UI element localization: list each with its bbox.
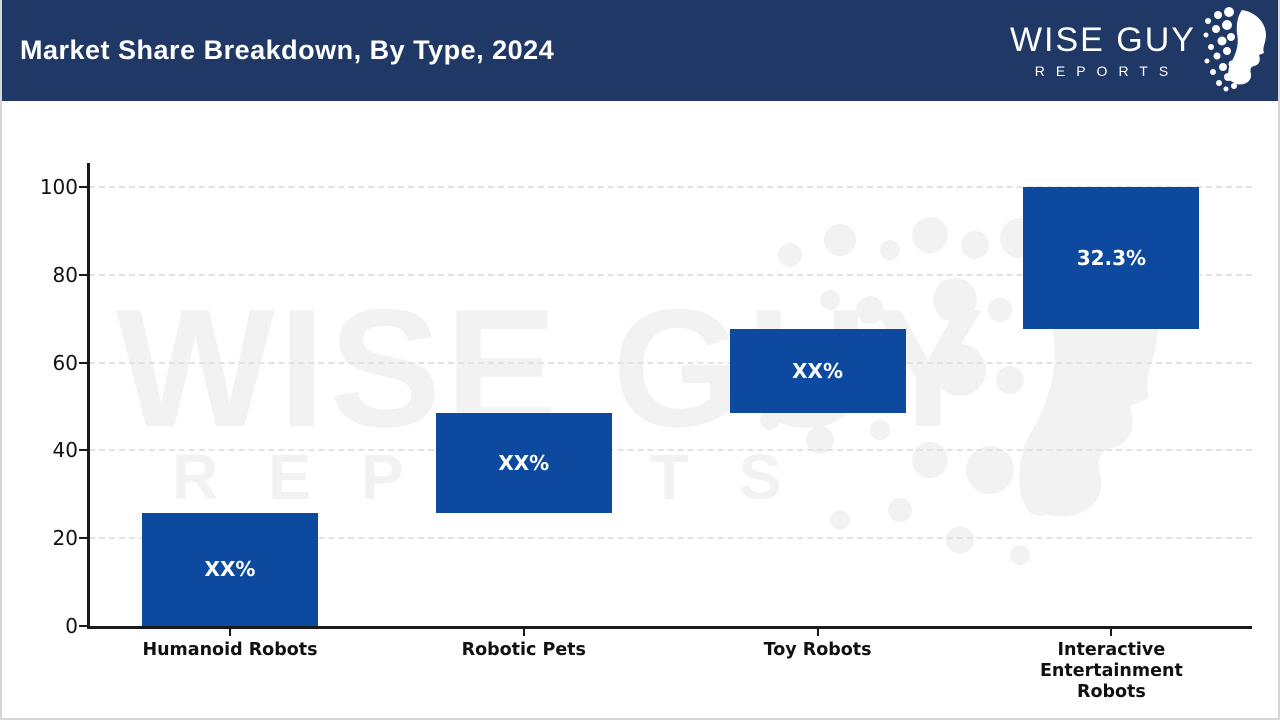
gridline-40 — [89, 449, 1252, 452]
gridline-100 — [89, 186, 1252, 188]
bar-toy-robots: XX% — [729, 328, 906, 413]
y-tick-label-0: 0 — [65, 614, 78, 638]
y-tick-label-40: 40 — [52, 438, 78, 463]
x-tick-mark — [1110, 629, 1113, 636]
x-category-label: Toy Robots — [763, 640, 872, 660]
y-tick-label-20: 20 — [52, 526, 78, 551]
gridline-60 — [89, 361, 1252, 364]
bar-value-label: XX% — [792, 358, 844, 383]
x-category-label: Robotic Pets — [461, 640, 586, 660]
chart-title: Market Share Breakdown, By Type, 2024 — [20, 35, 555, 65]
x-tick-mark — [229, 629, 231, 636]
bar-value-label: 32.3% — [1076, 245, 1147, 270]
brand-logo-text: WISE GUY REPORTS — [1009, 21, 1196, 79]
x-category-label: Humanoid Robots — [142, 640, 318, 660]
bar-robotic-pets: XX% — [435, 412, 612, 513]
y-tick-mark — [79, 625, 88, 627]
gridline-20 — [89, 537, 1252, 540]
gridline-80 — [89, 273, 1252, 276]
x-tick-mark — [816, 629, 819, 636]
x-tick-mark — [522, 629, 525, 636]
bar-value-label: XX% — [204, 557, 256, 582]
y-tick-mark — [79, 537, 88, 540]
y-axis — [87, 162, 90, 628]
y-tick-mark — [79, 273, 88, 276]
y-tick-label-80: 80 — [52, 262, 78, 287]
x-category-label: Interactive Entertainment Robots — [1039, 640, 1183, 702]
y-tick-label-60: 60 — [52, 350, 78, 375]
bar-value-label: XX% — [498, 450, 550, 475]
brand-face-icon — [1203, 7, 1266, 92]
bar-humanoid-robots: XX% — [142, 512, 318, 626]
y-tick-mark — [79, 186, 88, 188]
y-tick-mark — [79, 449, 88, 452]
x-axis — [87, 626, 1252, 629]
header-bar: Market Share Breakdown, By Type, 2024 WI… — [0, 0, 1280, 101]
brand-logo: WISE GUY REPORTS — [1010, 7, 1270, 93]
y-tick-mark — [79, 361, 88, 364]
y-tick-label-100: 100 — [39, 175, 78, 199]
bar-interactive-entertainment-robots: 32.3% — [1023, 187, 1200, 329]
